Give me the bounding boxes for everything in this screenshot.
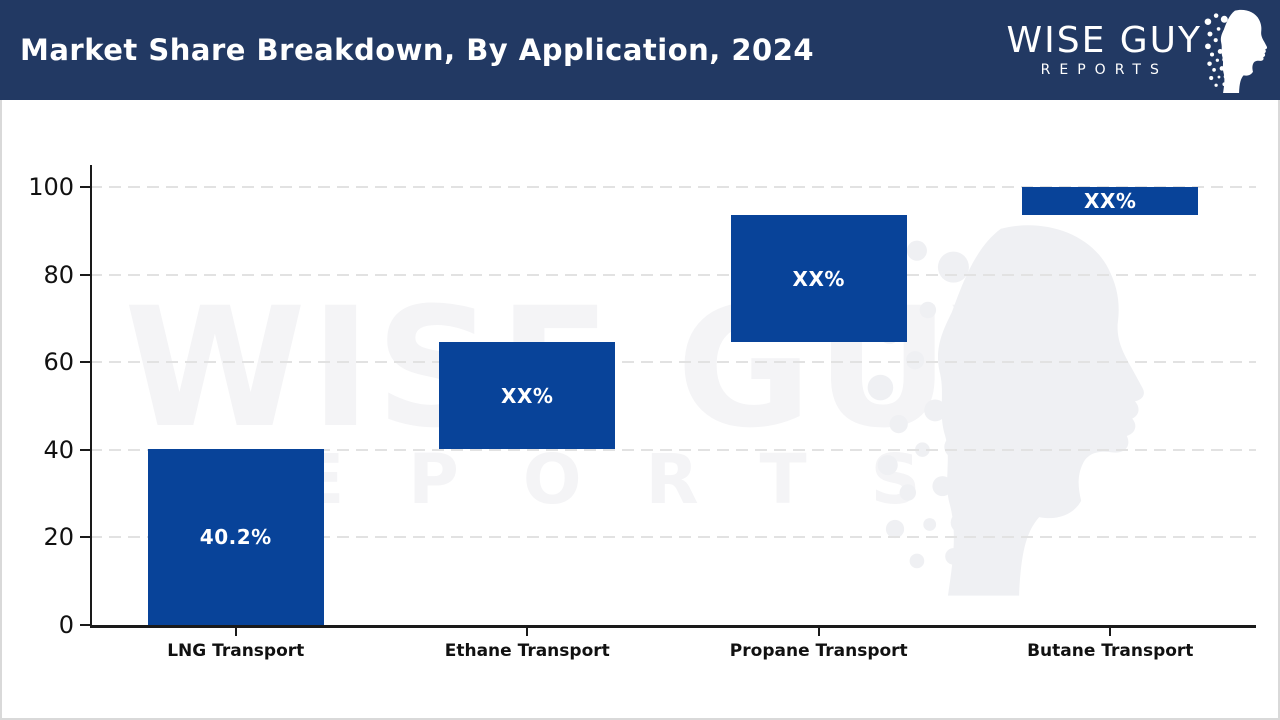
y-tick-mark <box>80 273 90 276</box>
gridline-100 <box>90 186 1256 188</box>
plot: 0 20 40 60 80 100 40.2% LNG Transport XX% Ethane … <box>2 100 1278 718</box>
gridline-20 <box>90 536 1256 539</box>
bar-value-label: XX% <box>1084 189 1137 214</box>
y-tick-mark <box>80 361 90 364</box>
wise-guy-reports-logo: WISE GUY REPORTS <box>1007 7 1280 93</box>
y-tick-label: 100 <box>28 173 74 201</box>
y-tick-mark <box>80 448 90 451</box>
page-title: Market Share Breakdown, By Application, … <box>20 33 815 67</box>
bar-ethane-transport: XX% <box>439 342 616 449</box>
logo-subtitle: REPORTS <box>1040 62 1168 78</box>
x-category-label: Propane Transport <box>729 641 908 661</box>
bar-propane-transport: XX% <box>730 215 907 343</box>
x-tick-mark <box>817 627 820 636</box>
x-tick-mark <box>526 627 529 636</box>
x-category-label: Butane Transport <box>1027 641 1194 661</box>
gridline-40 <box>90 448 1256 451</box>
logo-face-icon <box>1204 9 1268 93</box>
y-tick-mark <box>80 186 90 188</box>
x-category-label: Ethane Transport <box>444 641 610 661</box>
x-tick-mark <box>1109 627 1112 636</box>
y-tick-label: 0 <box>58 611 74 639</box>
gridline-60 <box>90 361 1256 364</box>
header-bar: Market Share Breakdown, By Application, … <box>0 0 1280 100</box>
y-tick-label: 20 <box>43 523 74 552</box>
x-tick-mark <box>234 627 237 636</box>
y-axis-line <box>90 165 92 628</box>
y-tick-label: 60 <box>43 348 74 377</box>
x-axis-line <box>90 625 1256 628</box>
x-category-label: LNG Transport <box>167 641 305 661</box>
bar-butane-transport: XX% <box>1022 187 1199 216</box>
y-tick-label: 80 <box>43 260 74 289</box>
y-tick-mark <box>80 624 90 626</box>
logo-text: WISE GUY REPORTS <box>1006 20 1203 79</box>
bar-value-label: XX% <box>501 383 554 408</box>
y-tick-mark <box>80 536 90 539</box>
y-tick-label: 40 <box>43 435 74 464</box>
chart-area: WISE GUY REPORTS 0 20 40 60 80 100 40.2% LNG Tr… <box>0 100 1280 720</box>
bar-value-label: XX% <box>792 266 845 291</box>
bar-value-label: 40.2% <box>199 524 272 549</box>
bar-lng-transport: 40.2% <box>147 448 324 625</box>
gridline-80 <box>90 273 1256 276</box>
logo-wordmark: WISE GUY <box>1006 20 1202 61</box>
